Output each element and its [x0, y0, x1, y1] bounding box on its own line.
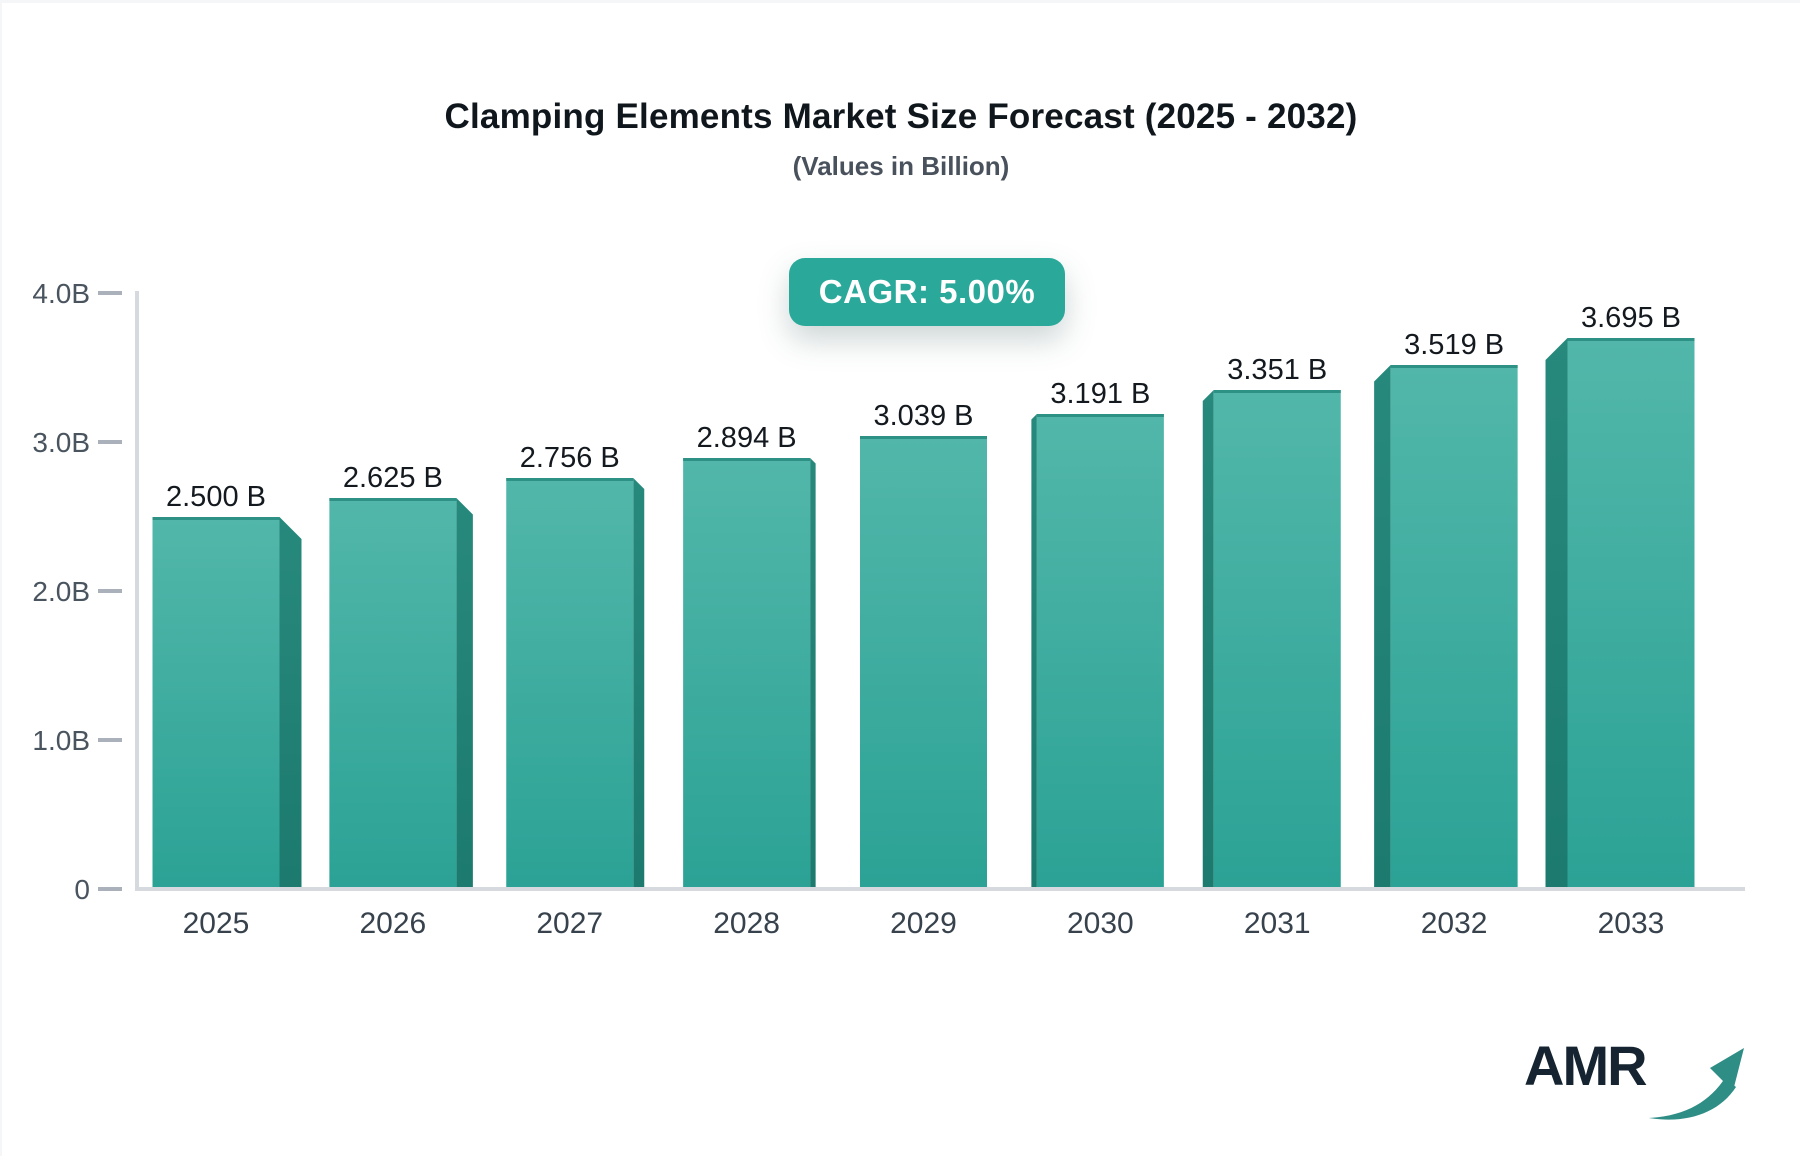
bar-value-label: 2.625 B	[343, 462, 443, 494]
y-tick-label: 3.0B	[32, 427, 90, 458]
y-tick-dash	[98, 291, 122, 295]
x-tick-label: 2030	[1067, 907, 1134, 940]
bar	[1036, 414, 1164, 887]
x-tick-label: 2031	[1244, 907, 1311, 940]
x-tick-label: 2027	[536, 907, 603, 940]
bar-value-label: 2.500 B	[166, 481, 266, 513]
bar-top-edge	[1213, 390, 1341, 393]
y-tick-label: 1.0B	[32, 725, 90, 756]
bar	[1213, 390, 1341, 887]
cagr-badge: CAGR: 5.00%	[789, 258, 1065, 326]
bar-side-face	[1031, 414, 1037, 887]
x-tick-label: 2025	[183, 907, 250, 940]
x-tick-label: 2028	[713, 907, 780, 940]
x-tick-label: 2026	[360, 907, 427, 940]
bar-value-label: 2.894 B	[697, 422, 797, 454]
bar-value-label: 3.191 B	[1050, 378, 1150, 410]
bar	[683, 458, 811, 887]
y-tick-label: 4.0B	[32, 278, 90, 309]
bar-value-label: 3.351 B	[1227, 354, 1327, 386]
y-tick-dash	[98, 440, 122, 444]
y-tick-label: 0	[74, 874, 90, 905]
amr-logo-text: AMR	[1524, 1034, 1648, 1097]
y-axis-line	[135, 291, 139, 891]
bar	[152, 517, 280, 887]
bar-top-edge	[683, 458, 811, 461]
bar	[1567, 338, 1695, 887]
growth-arrow-icon	[1649, 1048, 1744, 1120]
chart-title: Clamping Elements Market Size Forecast (…	[444, 97, 1358, 136]
bar-side-face	[1202, 390, 1214, 887]
chart-subtitle: (Values in Billion)	[792, 151, 1010, 181]
x-tick-label: 2032	[1421, 907, 1488, 940]
bar-top-edge	[1390, 365, 1518, 368]
y-tick-dash	[98, 887, 122, 891]
amr-logo: AMR	[1524, 1033, 1744, 1123]
bar	[329, 498, 457, 887]
bar-top-edge	[1567, 338, 1695, 341]
bar-side-face	[810, 458, 816, 887]
bar-top-edge	[152, 517, 280, 520]
bar-value-label: 2.756 B	[520, 442, 620, 474]
x-axis-line	[135, 887, 1745, 891]
bar-side-face	[633, 478, 645, 887]
bar-top-edge	[1036, 414, 1164, 417]
bar-side-face	[456, 498, 473, 887]
bar-top-edge	[860, 436, 987, 439]
x-tick-label: 2033	[1598, 907, 1665, 940]
y-tick-dash	[98, 738, 122, 742]
y-tick-dash	[98, 589, 122, 593]
x-tick-label: 2029	[890, 907, 957, 940]
bar-value-label: 3.519 B	[1404, 329, 1504, 361]
bar-top-edge	[506, 478, 634, 481]
bar-side-face	[279, 517, 302, 887]
bar	[506, 478, 634, 887]
bar-chart-canvas: 0 1.0B 2.0B 3.0B 4.0B 2.500 B 2025 2.625 B 2026 2…	[32, 278, 1745, 940]
bar-top-edge	[329, 498, 457, 501]
bar	[860, 436, 987, 887]
bar	[1390, 365, 1518, 887]
y-tick-label: 2.0B	[32, 576, 90, 607]
bar-side-face	[1545, 338, 1568, 887]
bar-value-label: 3.695 B	[1581, 302, 1681, 334]
bar-side-face	[1374, 365, 1391, 887]
bar-value-label: 3.039 B	[874, 400, 974, 432]
